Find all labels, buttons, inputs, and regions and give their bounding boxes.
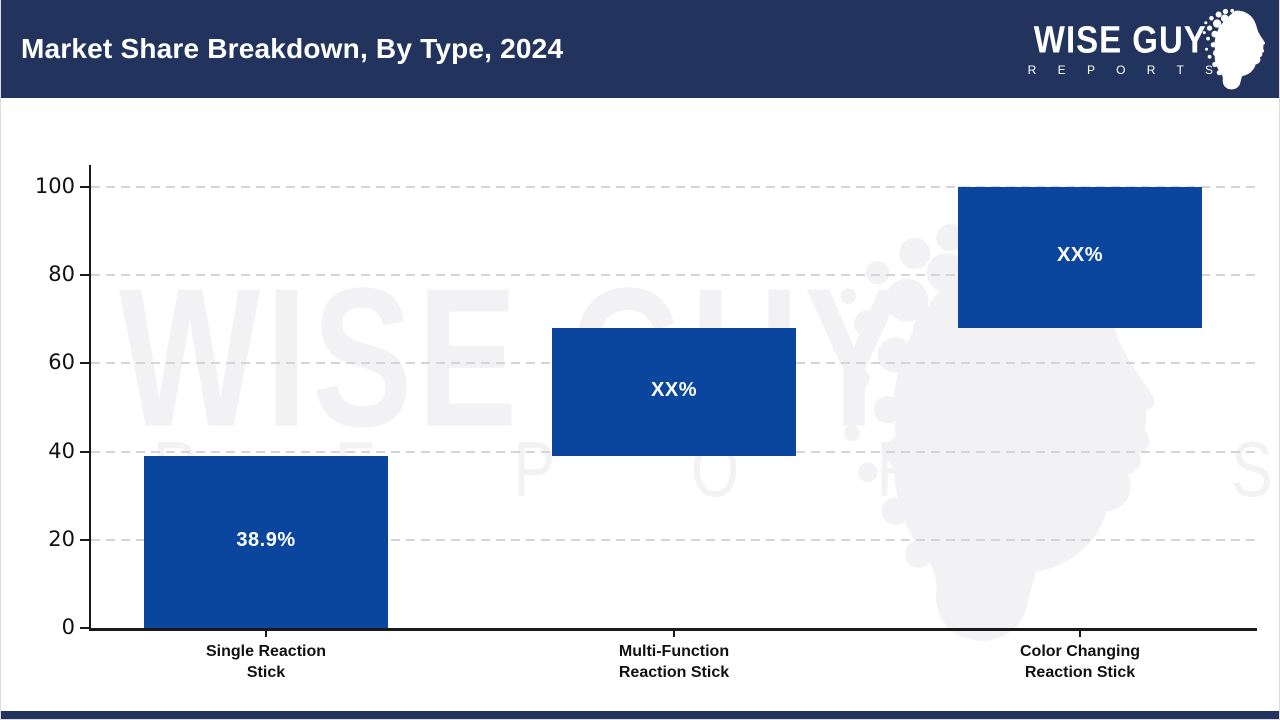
y-axis-tick-label: 20	[48, 526, 75, 551]
x-category-label-line2: Stick	[246, 664, 286, 681]
page-title: Market Share Breakdown, By Type, 2024	[21, 33, 564, 64]
footer-bar	[1, 711, 1279, 719]
y-axis-tick-label: 0	[61, 615, 75, 639]
y-axis-tick	[80, 362, 89, 365]
y-axis-tick	[80, 627, 89, 629]
x-category-label: Multi-Function Reaction Stick	[534, 641, 814, 683]
bar-segment	[144, 456, 388, 628]
x-axis-tick	[673, 628, 675, 637]
x-category-label-line2: Reaction Stick	[618, 664, 730, 681]
y-axis-tick	[80, 538, 89, 541]
x-category-label-line2: Reaction Stick	[1024, 664, 1136, 681]
y-axis-tick-label: 60	[48, 350, 75, 375]
y-axis-tick-label: 100	[34, 174, 75, 199]
bar-value-label: XX%	[651, 379, 697, 402]
x-category-label: Single Reaction Stick	[126, 641, 406, 683]
x-category-label: Color Changing Reaction Stick	[940, 641, 1220, 683]
y-axis-tick	[80, 186, 89, 189]
bar-value-label: 38.9%	[236, 529, 296, 552]
y-axis-tick	[80, 450, 89, 453]
brand-logo-subtitle: R E P O R T S	[1027, 63, 1222, 77]
bar-value-label: XX%	[1057, 244, 1103, 267]
y-axis-tick-label: 80	[48, 262, 75, 287]
x-category-label-line1: Multi-Function	[618, 643, 730, 660]
gridline	[91, 274, 1257, 277]
bar-segment	[552, 327, 796, 457]
x-category-label-line1: Single Reaction	[205, 643, 327, 660]
gridline	[91, 538, 1257, 541]
plot-area: 0 20 40 60 80 100 38.9% XX% XX% Single Reaction St…	[35, 165, 1257, 681]
x-category-label-line1: Color Changing	[1020, 643, 1140, 660]
y-axis-tick	[80, 274, 89, 277]
x-axis-tick	[1079, 628, 1081, 637]
header-bar: Market Share Breakdown, By Type, 2024 WI…	[1, 0, 1279, 98]
gridline	[91, 186, 1257, 189]
bar-segment	[958, 187, 1202, 328]
y-axis-tick-label: 40	[48, 438, 75, 463]
brand-logo-name: WISE GUY	[1033, 18, 1207, 61]
brand-logo-text: WISE GUY R E P O R T S	[1028, 18, 1213, 77]
brand-logo: WISE GUY R E P O R T S	[1028, 4, 1267, 96]
x-axis-tick	[265, 628, 267, 637]
